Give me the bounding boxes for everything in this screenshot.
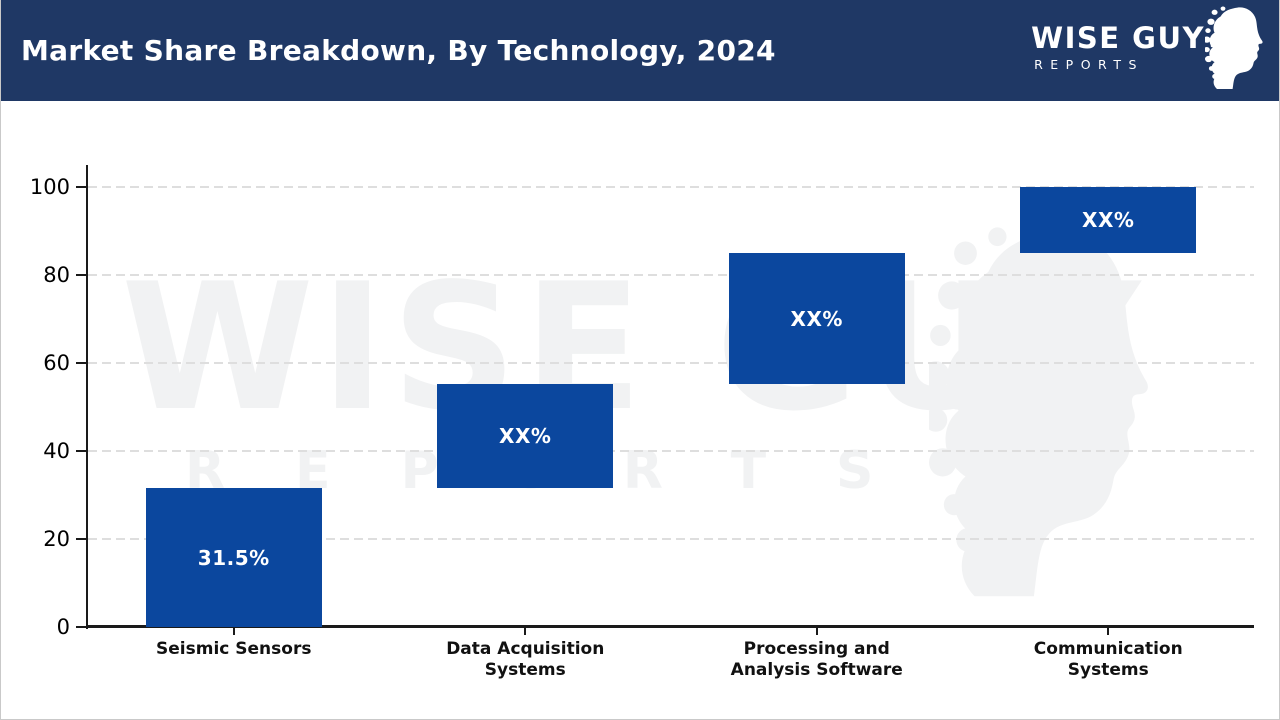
y-tick-label-80: 80 [43, 263, 70, 287]
x-tick-communication-systems [1107, 627, 1110, 635]
category-label-communication-systems: Communication Systems [1033, 639, 1183, 680]
gridline-80 [88, 274, 1254, 276]
bar-data-acquisition-systems: XX% [437, 384, 614, 489]
x-tick-processing-and-analysis-software [815, 627, 818, 635]
y-tick-100 [76, 186, 86, 189]
bar-value-label-seismic-sensors: 31.5% [197, 545, 270, 570]
category-label-seismic-sensors: Seismic Sensors [156, 639, 312, 659]
gridline-20 [88, 538, 1254, 540]
x-tick-data-acquisition-systems [524, 627, 527, 635]
bar-seismic-sensors: 31.5% [145, 488, 322, 627]
bar-communication-systems: XX% [1020, 187, 1197, 254]
page-title: Market Share Breakdown, By Technology, 2… [21, 34, 776, 67]
wise-guy-reports-logo: WISE GUY REPORTS [1031, 6, 1265, 96]
bar-value-label-data-acquisition-systems: XX% [499, 424, 552, 449]
y-axis-line [85, 165, 88, 629]
logo-subtitle: REPORTS [1034, 57, 1144, 72]
bar-processing-and-analysis-software: XX% [728, 253, 905, 385]
y-tick-label-0: 0 [56, 615, 70, 639]
logo-wordmark: WISE GUY [1031, 21, 1205, 55]
plot-area: 0 20 40 60 80 100 31.5% Seismic Sensors XX% Data … [30, 165, 1254, 680]
chart-canvas: WISE GUY REPORTS 02040608010031.5%Seismi… [1, 101, 1279, 719]
header-banner: Market Share Breakdown, By Technology, 2… [1, 0, 1279, 101]
x-axis-line [85, 625, 1254, 628]
gridline-100 [88, 186, 1254, 188]
y-tick-label-40: 40 [43, 439, 70, 463]
gridline-40 [88, 450, 1254, 452]
y-tick-40 [76, 450, 86, 453]
category-label-processing-and-analysis-software: Processing and Analysis Software [730, 639, 903, 680]
category-label-data-acquisition-systems: Data Acquisition Systems [446, 639, 605, 680]
dotted-head-icon [1205, 6, 1265, 90]
y-tick-label-60: 60 [43, 351, 70, 375]
logo-text: WISE GUY REPORTS [1031, 21, 1205, 73]
bar-value-label-communication-systems: XX% [1082, 208, 1135, 233]
y-tick-60 [76, 362, 86, 365]
y-tick-label-20: 20 [43, 527, 70, 551]
y-tick-80 [76, 274, 86, 277]
bar-value-label-processing-and-analysis-software: XX% [790, 306, 843, 331]
y-tick-20 [76, 538, 86, 541]
x-tick-seismic-sensors [232, 627, 235, 635]
y-tick-label-100: 100 [29, 175, 70, 199]
y-tick-0 [76, 626, 86, 629]
gridline-60 [88, 362, 1254, 364]
